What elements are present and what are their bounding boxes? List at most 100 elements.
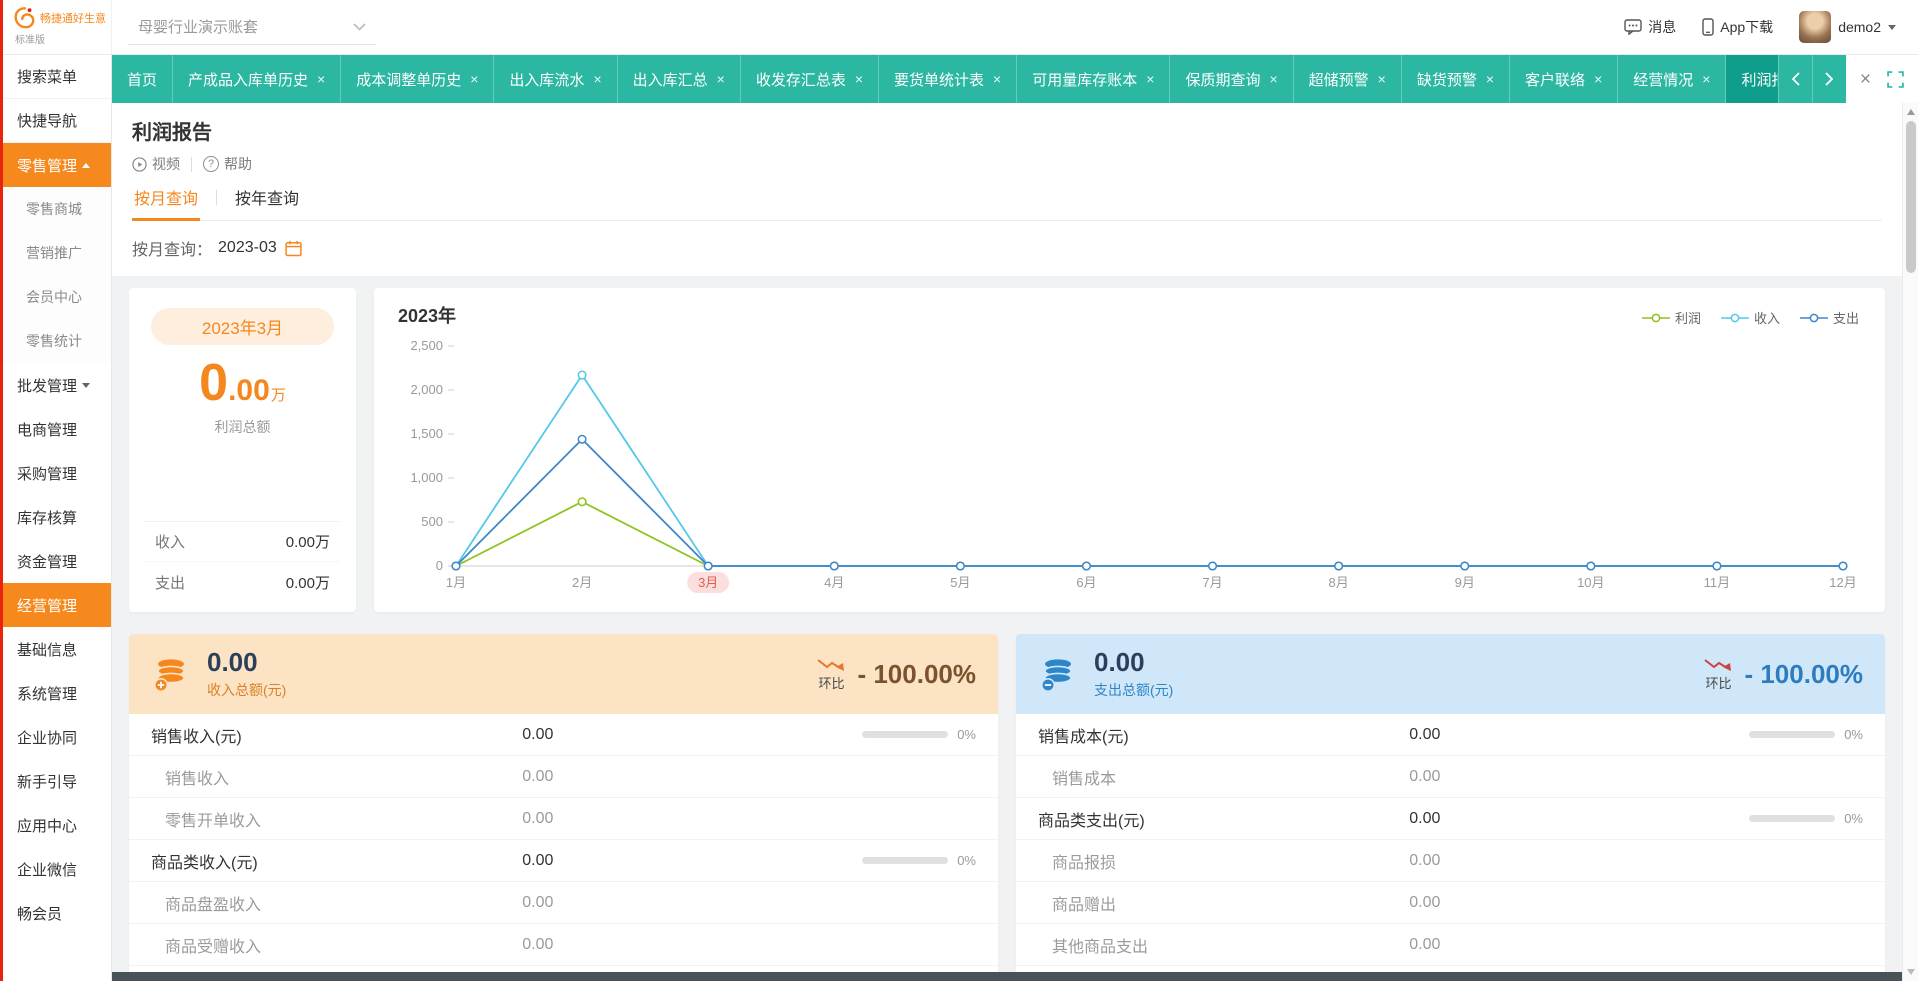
sidebar-item-label: 零售商城 bbox=[26, 201, 82, 217]
sidebar-item-chang-member[interactable]: 畅会员 bbox=[0, 891, 111, 935]
tab-home[interactable]: 首页 bbox=[112, 55, 174, 103]
row-value: 0.00 bbox=[1409, 767, 1441, 785]
legend-item[interactable]: 利润 bbox=[1641, 308, 1701, 327]
app-download-button[interactable]: App下载 bbox=[1702, 17, 1773, 37]
account-selector[interactable]: 母婴行业演示账套 bbox=[128, 9, 376, 45]
tab-query-by-year[interactable]: 按年查询 bbox=[235, 191, 300, 208]
scrollbar-up-arrow[interactable] bbox=[1907, 109, 1915, 115]
tab-scroll-left-button[interactable] bbox=[1777, 55, 1812, 103]
tab-shortage-alert[interactable]: 缺货预警 × bbox=[1402, 55, 1511, 103]
video-help-button[interactable]: 视频 bbox=[132, 154, 180, 174]
tab-close-icon[interactable]: × bbox=[470, 71, 479, 87]
progress-bar bbox=[862, 857, 949, 864]
tab-scroll-right-button[interactable] bbox=[1811, 55, 1846, 103]
sidebar-item-label: 电商管理 bbox=[17, 421, 78, 439]
tab-close-icon[interactable]: × bbox=[317, 71, 326, 87]
calendar-icon[interactable] bbox=[285, 240, 302, 257]
sidebar-item-ecommerce-management[interactable]: 电商管理 bbox=[0, 407, 111, 451]
tab-shelf-life-query[interactable]: 保质期查询 × bbox=[1170, 55, 1294, 103]
tab-close-icon[interactable]: × bbox=[1146, 71, 1155, 87]
legend-item[interactable]: 收入 bbox=[1720, 308, 1780, 327]
table-row[interactable]: 商品类收入(元) 0.00 0% bbox=[129, 840, 998, 882]
table-row[interactable]: 商品受赠收入 0.00 bbox=[129, 924, 998, 966]
line-chart[interactable]: 0 500 1,000 1,500 2,000 2,500 1月 2月 3月 4月 5月 6月 7月 8月… bbox=[398, 330, 1861, 604]
messages-button[interactable]: 消息 bbox=[1624, 17, 1676, 37]
chart-title: 2023年 bbox=[398, 306, 457, 326]
legend-item[interactable]: 支出 bbox=[1799, 308, 1859, 327]
tab-cost-adjustment-history[interactable]: 成本调整单历史 × bbox=[341, 55, 495, 103]
tab-overstock-alert[interactable]: 超储预警 × bbox=[1294, 55, 1402, 103]
edition-label: 标准版 bbox=[15, 35, 45, 46]
date-filter-value[interactable]: 2023-03 bbox=[218, 239, 277, 256]
app-download-label: App下载 bbox=[1720, 19, 1774, 35]
scrollbar-thumb[interactable] bbox=[1906, 121, 1916, 273]
sidebar-item-system-management[interactable]: 系统管理 bbox=[0, 671, 111, 715]
tab-close-icon[interactable]: × bbox=[716, 71, 725, 87]
tab-close-icon[interactable]: × bbox=[854, 71, 864, 87]
tab-customer-contact[interactable]: 客户联络 × bbox=[1510, 55, 1619, 103]
legend-marker-icon bbox=[1799, 313, 1828, 322]
horizontal-scrollbar[interactable] bbox=[112, 972, 1902, 981]
row-label: 商品盘盈收入 bbox=[165, 896, 262, 914]
sidebar-item-business-management[interactable]: 经营管理 bbox=[0, 583, 111, 627]
tab-demand-order-stats[interactable]: 要货单统计表 × bbox=[879, 55, 1018, 103]
sidebar-item-member-center[interactable]: 会员中心 bbox=[0, 275, 111, 319]
tab-label: 超储预警 bbox=[1308, 71, 1369, 89]
tab-close-icon[interactable]: × bbox=[1594, 71, 1603, 87]
table-row[interactable]: 其他商品支出 0.00 bbox=[1016, 924, 1885, 966]
table-row[interactable]: 商品类支出(元) 0.00 0% bbox=[1016, 798, 1885, 840]
sidebar-item-search-menu[interactable]: 搜索菜单 bbox=[0, 55, 111, 99]
table-row[interactable]: 销售成本(元) 0.00 0% bbox=[1016, 714, 1885, 756]
table-row[interactable]: 商品报损 0.00 bbox=[1016, 840, 1885, 882]
user-menu[interactable]: demo2 bbox=[1799, 11, 1896, 43]
sidebar-item-enterprise-wechat[interactable]: 企业微信 bbox=[0, 847, 111, 891]
tab-inout-summary[interactable]: 出入库汇总 × bbox=[618, 55, 741, 103]
tab-profit-report[interactable]: 利润报告× bbox=[1726, 55, 1778, 103]
scrollbar-down-arrow[interactable] bbox=[1907, 969, 1915, 975]
fullscreen-icon[interactable] bbox=[1887, 70, 1904, 88]
table-row[interactable]: 销售成本 0.00 bbox=[1016, 756, 1885, 798]
sidebar-item-marketing[interactable]: 营销推广 bbox=[0, 231, 111, 275]
sidebar-item-retail-mall[interactable]: 零售商城 bbox=[0, 187, 111, 231]
tab-close-icon[interactable]: × bbox=[1377, 71, 1386, 87]
sidebar-item-wholesale-management[interactable]: 批发管理 bbox=[0, 363, 111, 407]
tab-close-icon[interactable]: × bbox=[1485, 71, 1495, 87]
help-button[interactable]: ? 帮助 bbox=[203, 154, 252, 174]
sidebar-item-app-center[interactable]: 应用中心 bbox=[0, 803, 111, 847]
sidebar-item-inventory-accounting[interactable]: 库存核算 bbox=[0, 495, 111, 539]
table-row[interactable]: 商品盘盈收入 0.00 bbox=[129, 882, 998, 924]
vertical-scrollbar[interactable] bbox=[1902, 103, 1918, 981]
brand-logo-icon bbox=[12, 6, 36, 30]
row-value: 0.00 bbox=[522, 725, 554, 743]
tab-finished-goods-inbound-history[interactable]: 产成品入库单历史 × bbox=[173, 55, 342, 103]
tab-close-icon[interactable]: × bbox=[1702, 71, 1711, 87]
tab-close-icon[interactable]: × bbox=[1269, 71, 1278, 87]
svg-text:11月: 11月 bbox=[1704, 575, 1731, 590]
tab-receipt-dispatch-summary[interactable]: 收发存汇总表 × bbox=[741, 55, 880, 103]
row-progress: 0% bbox=[776, 727, 976, 742]
sidebar-item-retail-management[interactable]: 零售管理 bbox=[0, 143, 111, 187]
progress-percent: 0% bbox=[1844, 811, 1863, 826]
sidebar-item-basic-info[interactable]: 基础信息 bbox=[0, 627, 111, 671]
table-row[interactable]: 商品赠出 0.00 bbox=[1016, 882, 1885, 924]
tab-business-overview[interactable]: 经营情况 × bbox=[1618, 55, 1727, 103]
table-row[interactable]: 销售收入 0.00 bbox=[129, 756, 998, 798]
sidebar-item-quick-nav[interactable]: 快捷导航 bbox=[0, 99, 111, 143]
tab-close-icon[interactable]: × bbox=[593, 71, 602, 87]
sidebar-item-retail-stats[interactable]: 零售统计 bbox=[0, 319, 111, 363]
brand-logo-area[interactable]: 畅捷通好生意 标准版 bbox=[0, 0, 112, 54]
table-row[interactable]: 销售收入(元) 0.00 0% bbox=[129, 714, 998, 756]
tab-close-icon[interactable]: × bbox=[993, 71, 1002, 87]
video-label: 视频 bbox=[152, 156, 180, 172]
tab-inout-flow[interactable]: 出入库流水 × bbox=[494, 55, 618, 103]
sidebar-item-funds-management[interactable]: 资金管理 bbox=[0, 539, 111, 583]
sidebar-item-enterprise-collab[interactable]: 企业协同 bbox=[0, 715, 111, 759]
row-progress: 0% bbox=[1663, 727, 1863, 742]
cards-area: 2023年3月 0.00 万 利润总额 收入 0.00万 bbox=[112, 276, 1902, 981]
sidebar-item-beginner-guide[interactable]: 新手引导 bbox=[0, 759, 111, 803]
close-all-tabs-icon[interactable]: × bbox=[1859, 68, 1871, 90]
sidebar-item-purchase-management[interactable]: 采购管理 bbox=[0, 451, 111, 495]
tab-query-by-month[interactable]: 按月查询 bbox=[132, 185, 201, 221]
tab-available-stock-ledger[interactable]: 可用量库存账本 × bbox=[1017, 55, 1171, 103]
table-row[interactable]: 零售开单收入 0.00 bbox=[129, 798, 998, 840]
